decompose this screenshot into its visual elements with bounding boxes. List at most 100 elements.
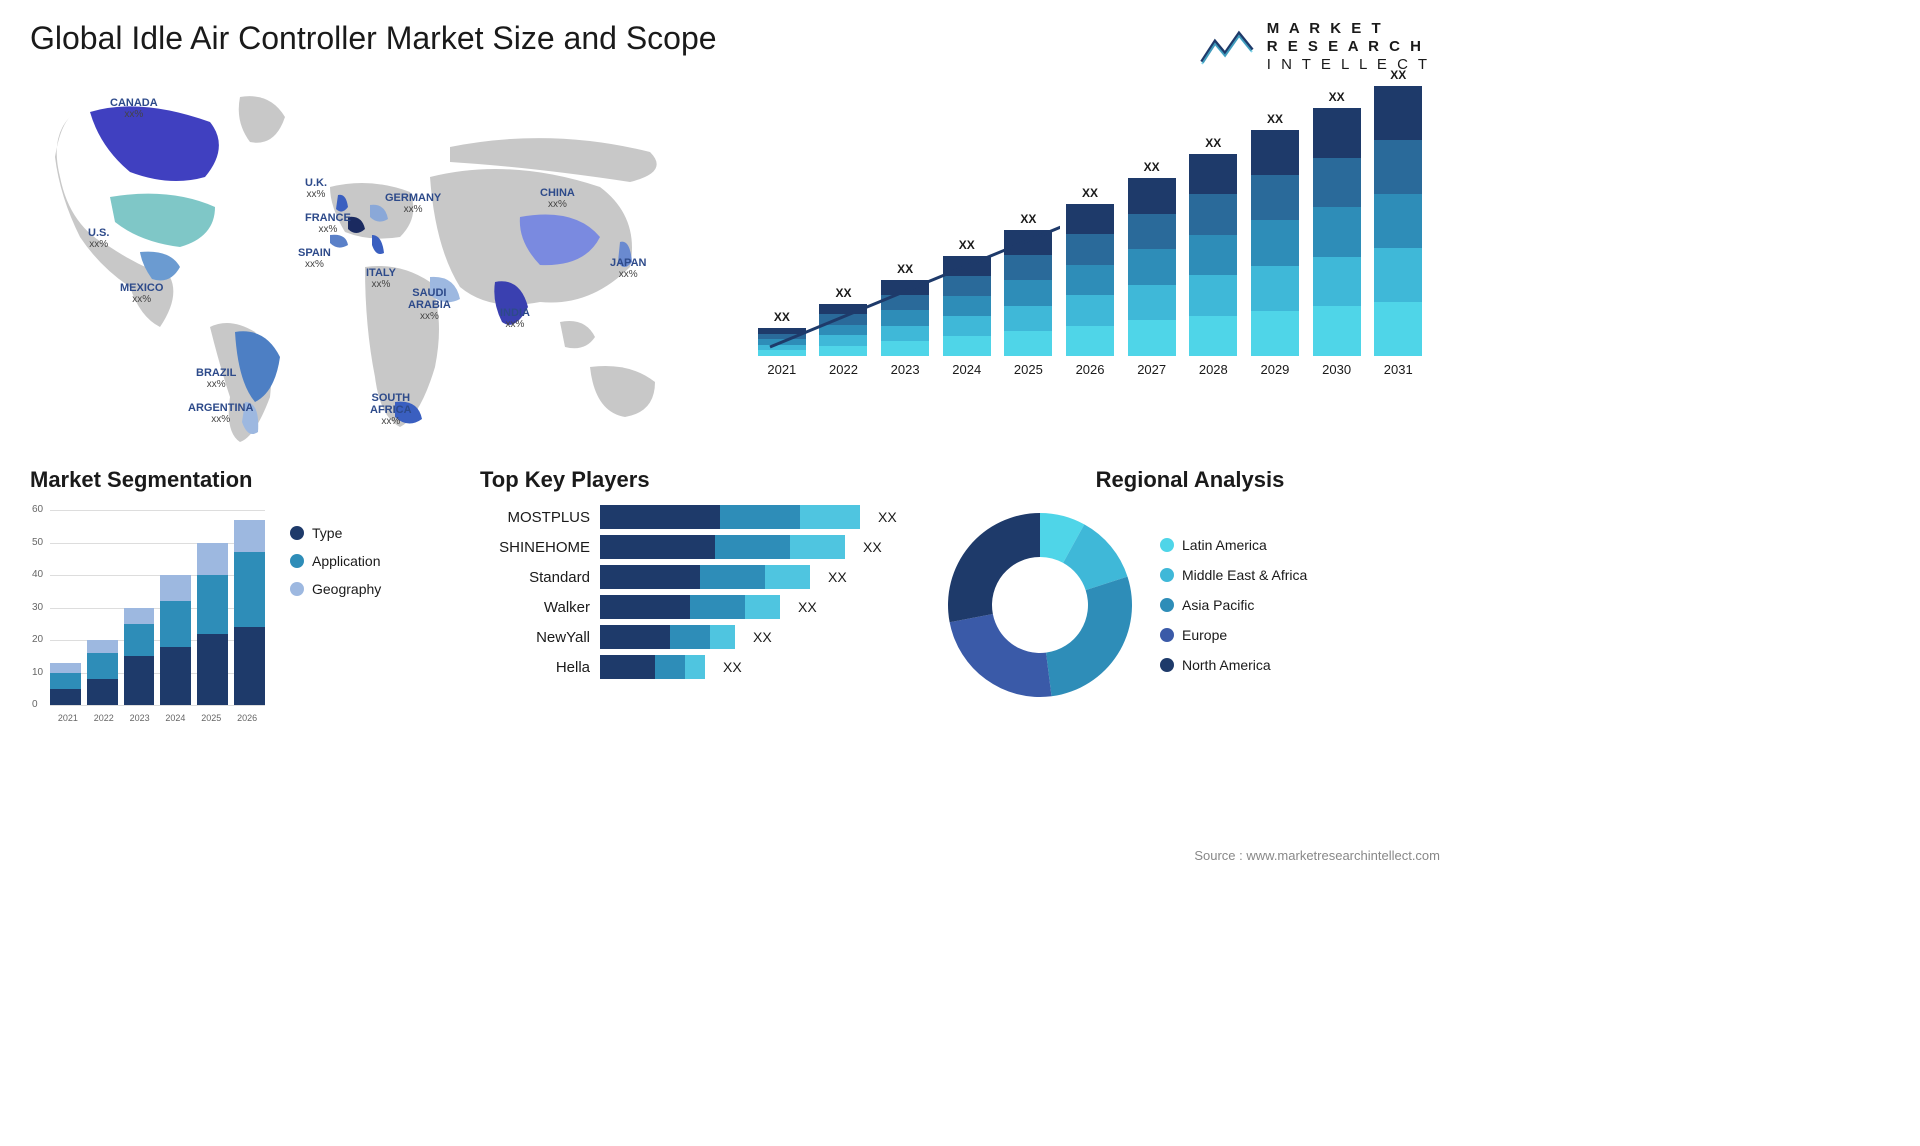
regional-legend-item: Latin America [1160,537,1307,553]
legend-label: Application [312,553,381,569]
player-value: XX [878,509,897,525]
player-row: SHINEHOMEXX [480,535,910,559]
seg-segment [197,634,228,706]
growth-seg [1128,214,1176,250]
seg-ytick: 0 [32,699,38,710]
growth-seg [1066,265,1114,295]
growth-seg [819,335,867,345]
players-section: Top Key Players MOSTPLUS XX SHINEHOMEXX Sta… [480,467,910,725]
growth-year-label: 2031 [1384,362,1413,377]
growth-seg [1128,320,1176,356]
map-label-germany: GERMANYxx% [385,192,441,215]
map-label-spain: SPAINxx% [298,247,331,270]
growth-year-label: 2022 [829,362,858,377]
segmentation-section: Market Segmentation 01020304050602021202… [30,467,450,725]
growth-seg [1251,175,1299,220]
growth-seg [1189,316,1237,356]
growth-seg [943,276,991,296]
growth-year-label: 2024 [952,362,981,377]
player-seg [790,535,845,559]
seg-col [160,575,191,705]
growth-seg [881,341,929,356]
seg-year-label: 2021 [58,713,78,723]
player-bar [600,565,810,589]
legend-dot [1160,568,1174,582]
growth-seg [1251,311,1299,356]
seg-col [197,543,228,706]
legend-label: Asia Pacific [1182,597,1254,613]
growth-seg [943,296,991,316]
seg-ytick: 10 [32,667,43,678]
players-title: Top Key Players [480,467,910,493]
seg-segment [160,647,191,706]
seg-col [124,608,155,706]
seg-legend-item: Application [290,553,381,569]
seg-ytick: 30 [32,602,43,613]
legend-dot [1160,628,1174,642]
legend-label: Middle East & Africa [1182,567,1307,583]
growth-seg [1004,306,1052,331]
player-name: Hella [480,659,590,676]
player-seg [670,625,710,649]
map-label-japan: JAPANxx% [610,257,646,280]
growth-seg [758,350,806,356]
seg-year-label: 2023 [130,713,150,723]
player-seg [600,655,655,679]
map-label-argentina: ARGENTINAxx% [188,402,253,425]
growth-seg [1128,178,1176,214]
logo-line2: R E S E A R C H [1267,38,1430,56]
seg-segment [87,653,118,679]
player-seg [720,505,800,529]
map-svg [30,67,710,447]
country-spain [330,235,348,248]
legend-label: Latin America [1182,537,1267,553]
growth-seg [881,326,929,341]
seg-segment [87,679,118,705]
seg-segment [124,656,155,705]
player-seg [800,505,860,529]
player-seg [600,625,670,649]
growth-seg [819,314,867,324]
seg-year-label: 2022 [94,713,114,723]
player-row: MOSTPLUS XX [480,505,910,529]
growth-col-2025: XX2025 [1002,212,1056,377]
growth-chart: XX2021XX2022XX2023XX2024XX2025XX2026XX20… [740,67,1440,447]
player-name: MOSTPLUS [480,509,590,526]
growth-seg [1128,249,1176,285]
growth-col-2023: XX2023 [878,262,932,377]
player-name: Standard [480,569,590,586]
seg-year-label: 2024 [165,713,185,723]
seg-segment [197,575,228,634]
growth-value-label: XX [1329,90,1345,104]
player-seg [600,595,690,619]
players-chart: MOSTPLUSXXSHINEHOMEXXStandardXXWalkerXXN… [480,505,910,679]
regional-legend: Latin America Middle East & Africa Asia Pa… [1160,537,1307,673]
growth-seg [1128,285,1176,321]
growth-value-label: XX [774,310,790,324]
player-row: NewYallXX [480,625,910,649]
growth-seg [1374,140,1422,194]
player-seg [600,565,700,589]
growth-col-2030: XX2030 [1310,90,1364,377]
player-bar [600,595,780,619]
map-label-italy: ITALYxx% [366,267,396,290]
player-bar [600,655,705,679]
seg-segment [234,552,265,627]
growth-seg [1313,108,1361,158]
growth-seg [819,325,867,335]
seg-ytick: 20 [32,634,43,645]
seg-year-label: 2026 [237,713,257,723]
segmentation-title: Market Segmentation [30,467,450,493]
growth-col-2029: XX2029 [1248,112,1302,377]
regional-donut [940,505,1140,705]
country-usa [110,194,215,247]
player-seg [600,505,720,529]
growth-seg [1374,86,1422,140]
growth-year-label: 2023 [891,362,920,377]
growth-seg [1066,234,1114,264]
growth-col-2028: XX2028 [1186,136,1240,377]
growth-year-label: 2027 [1137,362,1166,377]
world-map: CANADAxx%U.S.xx%MEXICOxx%BRAZILxx%ARGENT… [30,67,710,447]
map-label-u.k.: U.K.xx% [305,177,327,200]
segmentation-legend: TypeApplicationGeography [290,505,381,725]
